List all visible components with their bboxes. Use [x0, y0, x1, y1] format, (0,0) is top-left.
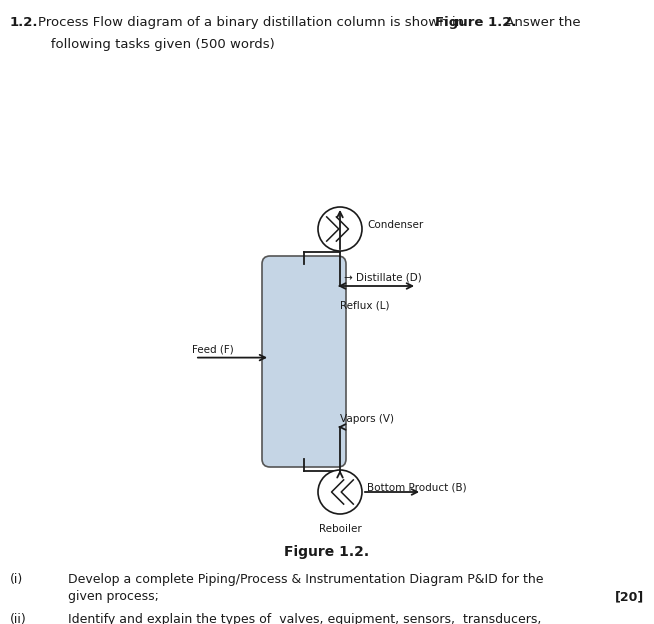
Text: Develop a complete Piping/Process & Instrumentation Diagram P&ID for the: Develop a complete Piping/Process & Inst… — [68, 573, 543, 586]
Circle shape — [318, 207, 362, 251]
Text: following tasks given (500 words): following tasks given (500 words) — [38, 38, 275, 51]
Text: given process;: given process; — [68, 590, 159, 603]
Text: Process Flow diagram of a binary distillation column is shown in: Process Flow diagram of a binary distill… — [38, 16, 468, 29]
Text: Condenser: Condenser — [367, 220, 423, 230]
Text: Figure 1.2.: Figure 1.2. — [284, 545, 370, 559]
Text: Identify and explain the types of  valves, equipment, sensors,  transducers,: Identify and explain the types of valves… — [68, 613, 542, 624]
Text: [20]: [20] — [615, 590, 644, 603]
Text: Vapors (V): Vapors (V) — [340, 414, 394, 424]
Text: Reboiler: Reboiler — [318, 524, 362, 534]
Text: (i): (i) — [10, 573, 24, 586]
Text: Bottom Product (B): Bottom Product (B) — [367, 483, 466, 493]
Circle shape — [318, 470, 362, 514]
Text: Figure 1.2.: Figure 1.2. — [435, 16, 517, 29]
Text: 1.2.: 1.2. — [10, 16, 39, 29]
FancyBboxPatch shape — [262, 256, 346, 467]
Text: (ii): (ii) — [10, 613, 27, 624]
Text: → Distillate (D): → Distillate (D) — [344, 273, 422, 283]
Text: Feed (F): Feed (F) — [192, 344, 233, 354]
Text: Reflux (L): Reflux (L) — [340, 300, 390, 310]
Text: Answer the: Answer the — [501, 16, 581, 29]
